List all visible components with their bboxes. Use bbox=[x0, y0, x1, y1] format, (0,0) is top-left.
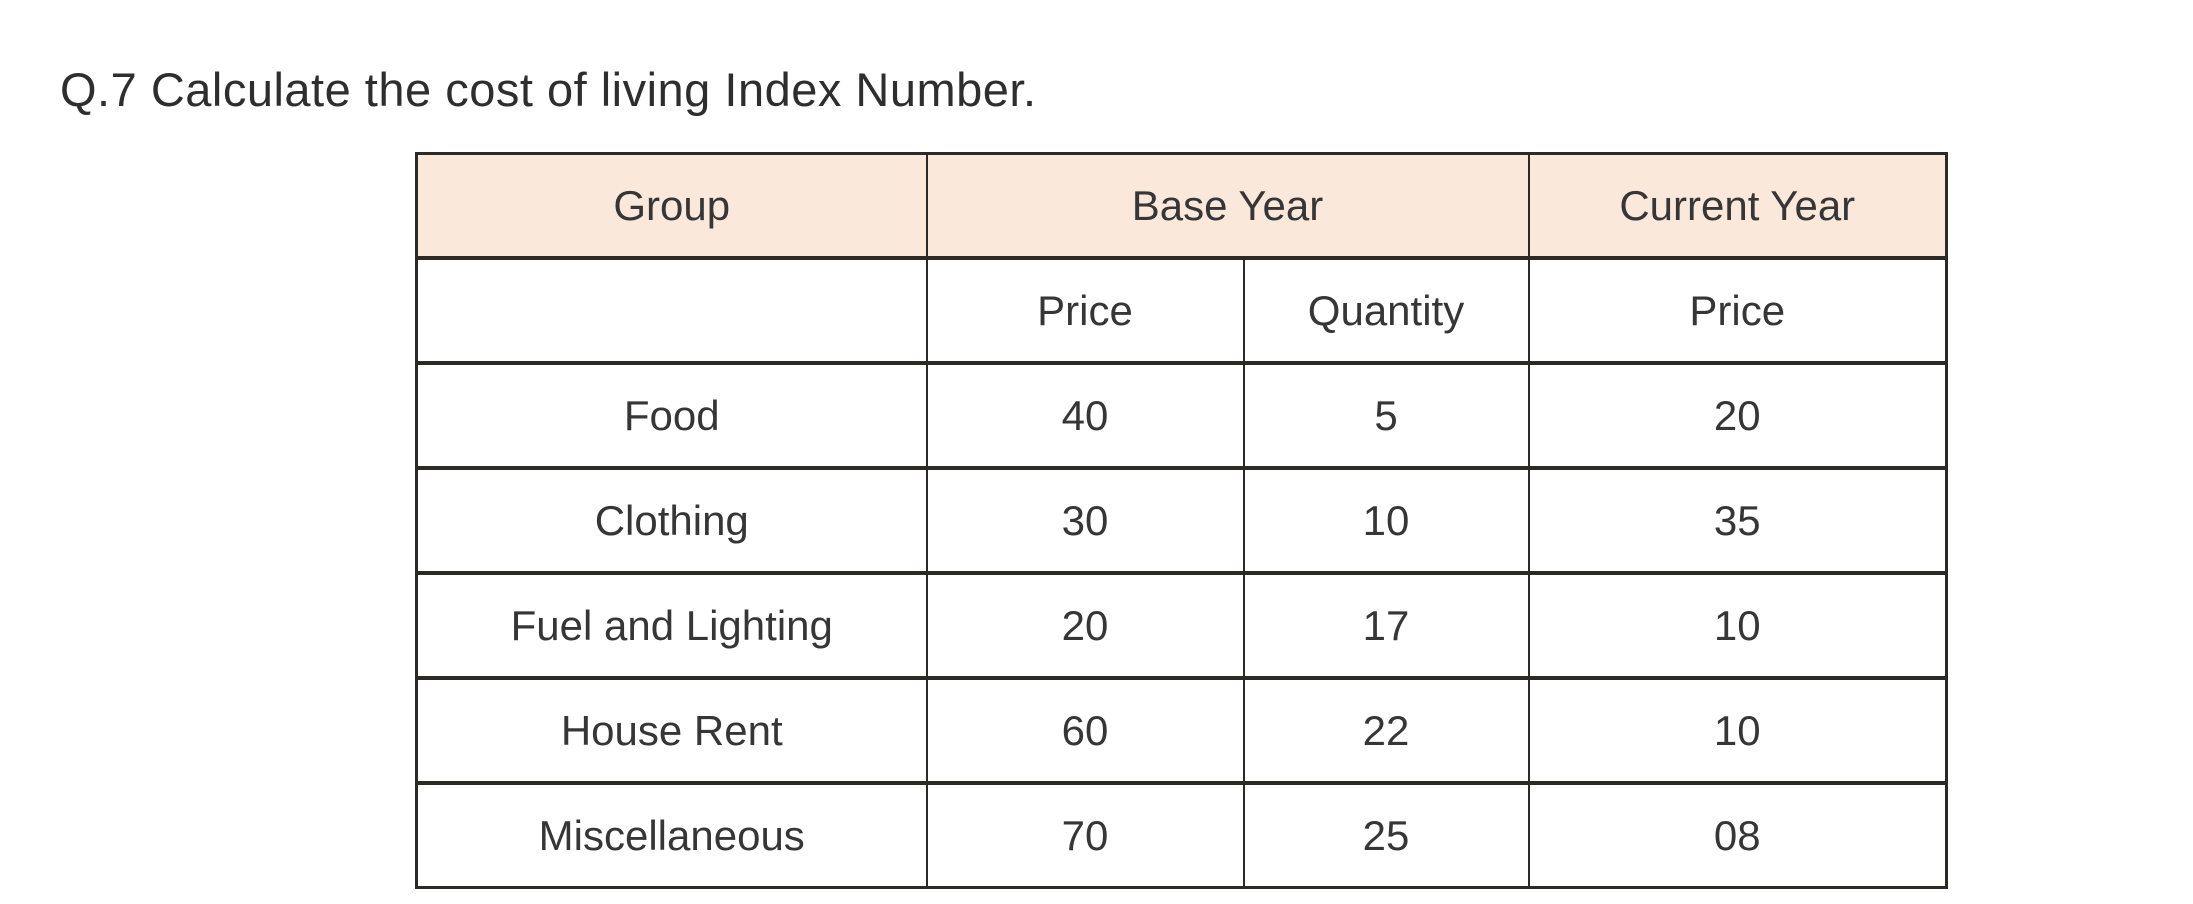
header-cell-group: Group bbox=[415, 152, 928, 260]
subheader-cell-base-price: Price bbox=[925, 257, 1245, 365]
cell-base-price: 20 bbox=[925, 572, 1245, 680]
cell-current-price: 08 bbox=[1527, 782, 1948, 889]
cell-base-quantity: 17 bbox=[1242, 572, 1530, 680]
cell-base-price: 60 bbox=[925, 677, 1245, 785]
header-cell-base-year: Base Year bbox=[925, 152, 1530, 260]
cell-base-quantity: 25 bbox=[1242, 782, 1530, 889]
cost-of-living-table: Group Base Year Current Year Price Quant… bbox=[415, 152, 1949, 889]
cell-current-price: 10 bbox=[1527, 572, 1948, 680]
subheader-cell-base-quantity: Quantity bbox=[1242, 257, 1530, 365]
subheader-cell-current-price: Price bbox=[1527, 257, 1948, 365]
cell-group: Clothing bbox=[415, 467, 928, 575]
cell-base-price: 40 bbox=[925, 362, 1245, 470]
question-title: Q.7 Calculate the cost of living Index N… bbox=[60, 63, 1037, 116]
cell-current-price: 35 bbox=[1527, 467, 1948, 575]
header-cell-current-year: Current Year bbox=[1527, 152, 1948, 260]
cell-current-price: 20 bbox=[1527, 362, 1948, 470]
table-row: Fuel and Lighting 20 17 10 bbox=[415, 572, 1948, 680]
cell-group: Fuel and Lighting bbox=[415, 572, 928, 680]
subheader-cell-empty bbox=[415, 257, 928, 365]
cell-base-price: 70 bbox=[925, 782, 1245, 889]
cell-group: Miscellaneous bbox=[415, 782, 928, 889]
table-row: Miscellaneous 70 25 08 bbox=[415, 782, 1948, 889]
cell-group: Food bbox=[415, 362, 928, 470]
table-subheader-row: Price Quantity Price bbox=[415, 257, 1948, 365]
cell-group: House Rent bbox=[415, 677, 928, 785]
table-row: Clothing 30 10 35 bbox=[415, 467, 1948, 575]
cell-current-price: 10 bbox=[1527, 677, 1948, 785]
table-row: House Rent 60 22 10 bbox=[415, 677, 1948, 785]
table-header-row: Group Base Year Current Year bbox=[415, 152, 1948, 260]
cell-base-quantity: 5 bbox=[1242, 362, 1530, 470]
cell-base-quantity: 10 bbox=[1242, 467, 1530, 575]
table-row: Food 40 5 20 bbox=[415, 362, 1948, 470]
cell-base-price: 30 bbox=[925, 467, 1245, 575]
cell-base-quantity: 22 bbox=[1242, 677, 1530, 785]
